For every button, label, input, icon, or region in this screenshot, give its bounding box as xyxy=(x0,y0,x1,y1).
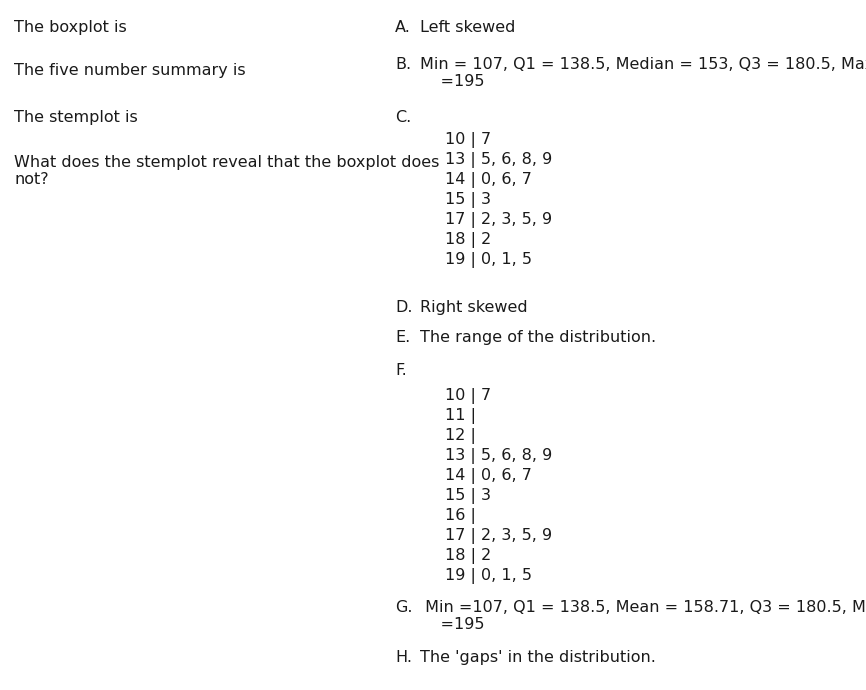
Text: What does the stemplot reveal that the boxplot does
not?: What does the stemplot reveal that the b… xyxy=(14,155,439,188)
Text: H.: H. xyxy=(395,650,412,665)
Text: 12 |: 12 | xyxy=(445,428,476,444)
Text: 14 | 0, 6, 7: 14 | 0, 6, 7 xyxy=(445,172,532,188)
Text: A.: A. xyxy=(395,20,410,35)
Text: The 'gaps' in the distribution.: The 'gaps' in the distribution. xyxy=(420,650,656,665)
Text: Min = 107, Q1 = 138.5, Median = 153, Q3 = 180.5, Max
    =195: Min = 107, Q1 = 138.5, Median = 153, Q3 … xyxy=(420,57,866,90)
Text: The five number summary is: The five number summary is xyxy=(14,63,246,78)
Text: The stemplot is: The stemplot is xyxy=(14,110,138,125)
Text: 17 | 2, 3, 5, 9: 17 | 2, 3, 5, 9 xyxy=(445,212,553,228)
Text: B.: B. xyxy=(395,57,411,72)
Text: 17 | 2, 3, 5, 9: 17 | 2, 3, 5, 9 xyxy=(445,528,553,544)
Text: E.: E. xyxy=(395,330,410,345)
Text: D.: D. xyxy=(395,300,412,315)
Text: 19 | 0, 1, 5: 19 | 0, 1, 5 xyxy=(445,252,532,268)
Text: 14 | 0, 6, 7: 14 | 0, 6, 7 xyxy=(445,468,532,484)
Text: F.: F. xyxy=(395,363,407,378)
Text: 18 | 2: 18 | 2 xyxy=(445,548,491,564)
Text: 10 | 7: 10 | 7 xyxy=(445,132,491,148)
Text: 18 | 2: 18 | 2 xyxy=(445,232,491,248)
Text: Right skewed: Right skewed xyxy=(420,300,527,315)
Text: The boxplot is: The boxplot is xyxy=(14,20,126,35)
Text: 15 | 3: 15 | 3 xyxy=(445,488,491,504)
Text: Min =107, Q1 = 138.5, Mean = 158.71, Q3 = 180.5, Max
    =195: Min =107, Q1 = 138.5, Mean = 158.71, Q3 … xyxy=(420,600,866,633)
Text: The range of the distribution.: The range of the distribution. xyxy=(420,330,656,345)
Text: 13 | 5, 6, 8, 9: 13 | 5, 6, 8, 9 xyxy=(445,152,553,168)
Text: 16 |: 16 | xyxy=(445,508,476,524)
Text: 19 | 0, 1, 5: 19 | 0, 1, 5 xyxy=(445,568,532,584)
Text: 10 | 7: 10 | 7 xyxy=(445,388,491,404)
Text: C.: C. xyxy=(395,110,411,125)
Text: G.: G. xyxy=(395,600,412,615)
Text: 15 | 3: 15 | 3 xyxy=(445,192,491,208)
Text: 11 |: 11 | xyxy=(445,408,476,424)
Text: 13 | 5, 6, 8, 9: 13 | 5, 6, 8, 9 xyxy=(445,448,553,464)
Text: Left skewed: Left skewed xyxy=(420,20,515,35)
